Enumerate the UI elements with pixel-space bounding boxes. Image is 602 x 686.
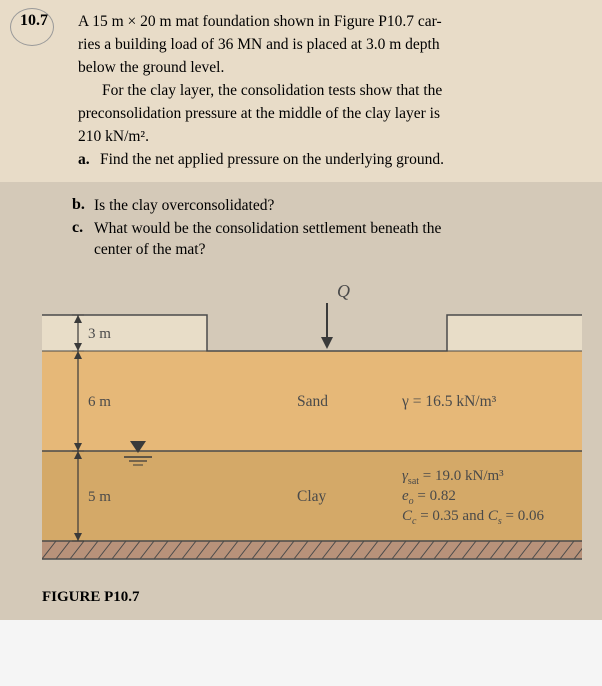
item-c-label: c. — [72, 219, 94, 261]
para2-line-2: preconsolidation pressure at the middle … — [78, 104, 582, 125]
item-b-text: Is the clay overconsolidated? — [94, 196, 582, 217]
para2-line-3: 210 kN/m². — [78, 127, 582, 148]
svg-text:Clay: Clay — [297, 488, 327, 505]
svg-text:6 m: 6 m — [88, 394, 111, 410]
problem-number: 10.7 — [20, 12, 48, 30]
svg-text:3 m: 3 m — [88, 326, 111, 342]
intro-line-3: below the ground level. — [78, 58, 582, 79]
svg-text:γ = 16.5 kN/m³: γ = 16.5 kN/m³ — [401, 393, 497, 410]
problem-bottom-panel: b. Is the clay overconsolidated? c. What… — [0, 182, 602, 620]
figure-svg: Q3 m6 m5 mSandγ = 16.5 kN/m³Clayγsat = 1… — [42, 281, 582, 567]
figure-wrap: Q3 m6 m5 mSandγ = 16.5 kN/m³Clayγsat = 1… — [42, 281, 582, 581]
item-a-label: a. — [78, 150, 100, 171]
item-c-line-1: What would be the consolidation settleme… — [94, 220, 441, 237]
intro-line-2: ries a building load of 36 MN and is pla… — [78, 35, 582, 56]
figure-caption: FIGURE P10.7 — [42, 589, 582, 606]
problem-text-block: A 15 m × 20 m mat foundation shown in Fi… — [78, 12, 582, 170]
item-c-line-2: center of the mat? — [94, 241, 205, 258]
svg-text:5 m: 5 m — [88, 489, 111, 505]
item-b: b. Is the clay overconsolidated? — [72, 196, 582, 217]
item-a-text: Find the net applied pressure on the und… — [100, 150, 582, 171]
item-b-label: b. — [72, 196, 94, 217]
svg-text:Q: Q — [337, 281, 350, 301]
item-c-text: What would be the consolidation settleme… — [94, 219, 582, 261]
item-c: c. What would be the consolidation settl… — [72, 219, 582, 261]
problem-top-panel: 10.7 A 15 m × 20 m mat foundation shown … — [0, 0, 602, 182]
intro-line-1: A 15 m × 20 m mat foundation shown in Fi… — [78, 12, 582, 33]
para2-line-1: For the clay layer, the consolidation te… — [78, 81, 582, 102]
item-a: a. Find the net applied pressure on the … — [78, 150, 582, 171]
svg-text:Sand: Sand — [297, 393, 328, 410]
